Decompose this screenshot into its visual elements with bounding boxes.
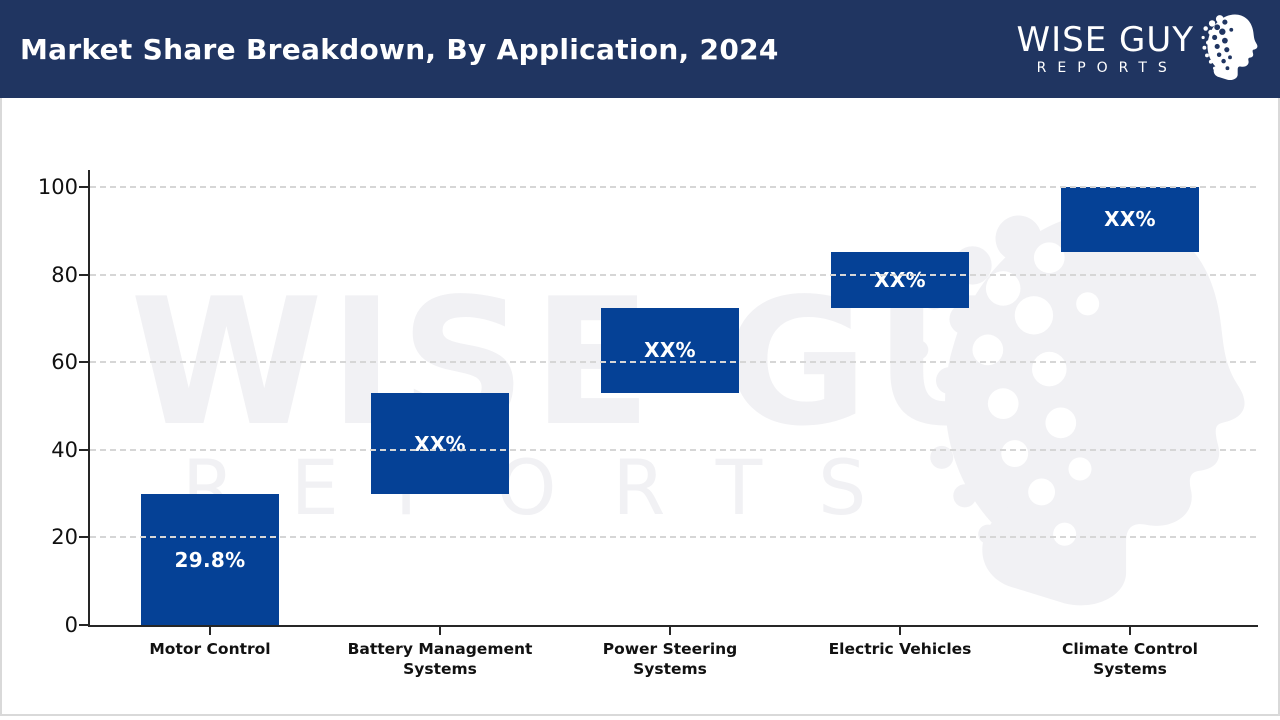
x-axis-tick-mark <box>669 627 671 635</box>
category-label: Motor Control <box>149 640 271 658</box>
watermark-head-icon <box>909 212 1245 606</box>
waterfall-bar: 29.8% <box>141 494 279 625</box>
gridline <box>90 186 1256 188</box>
logo-tagline: REPORTS <box>1036 60 1178 76</box>
page-title: Market Share Breakdown, By Application, … <box>20 32 779 66</box>
waterfall-bar: XX% <box>371 392 509 495</box>
y-axis-tick-mark <box>79 448 88 451</box>
waterfall-bar: XX% <box>1061 187 1199 252</box>
category-label: Power Steering Systems <box>602 640 738 678</box>
x-axis-tick-mark <box>439 627 441 635</box>
bar-value-label: XX% <box>644 338 696 363</box>
gridline <box>90 361 1256 364</box>
y-axis-tick-label: 100 <box>37 175 78 199</box>
watermark-tagline: REPORTS <box>182 443 923 532</box>
y-axis-tick-mark <box>79 361 88 364</box>
waterfall-bar: XX% <box>601 307 739 393</box>
y-axis-tick-mark <box>79 536 88 539</box>
head-profile-dots-icon <box>1201 14 1258 81</box>
x-axis-tick-mark <box>1129 627 1131 635</box>
logo-text: WISE GUY REPORTS <box>1016 23 1194 75</box>
bar-value-label: XX% <box>414 431 466 456</box>
y-axis-line <box>88 170 90 627</box>
gridline <box>90 536 1256 539</box>
y-axis-tick-label: 60 <box>51 350 78 375</box>
bar-value-label: 29.8% <box>174 547 246 572</box>
category-label: Electric Vehicles <box>828 640 972 658</box>
header: Market Share Breakdown, By Application, … <box>0 0 1280 98</box>
x-axis-line <box>88 625 1258 627</box>
gridline <box>90 448 1256 451</box>
logo-name: WISE GUY <box>1016 20 1194 60</box>
y-axis-tick-label: 40 <box>51 437 78 462</box>
gridline <box>90 273 1256 276</box>
y-axis-tick-mark <box>79 273 88 276</box>
y-axis-tick-label: 20 <box>51 525 78 550</box>
category-label: Climate Control Systems <box>1061 640 1198 678</box>
bar-value-label: XX% <box>1104 207 1156 232</box>
y-axis-tick-label: 0 <box>64 613 78 637</box>
x-axis-tick-mark <box>209 627 211 635</box>
x-axis-tick-mark <box>899 627 901 635</box>
y-axis-tick-mark <box>79 186 88 188</box>
category-label: Battery Management Systems <box>347 640 533 678</box>
wise-guy-logo: WISE GUY REPORTS <box>1016 9 1262 89</box>
y-axis-tick-mark <box>79 624 88 626</box>
bar-value-label: XX% <box>874 267 926 292</box>
y-axis-tick-label: 80 <box>51 262 78 287</box>
waterfall-bar: XX% <box>831 251 969 308</box>
